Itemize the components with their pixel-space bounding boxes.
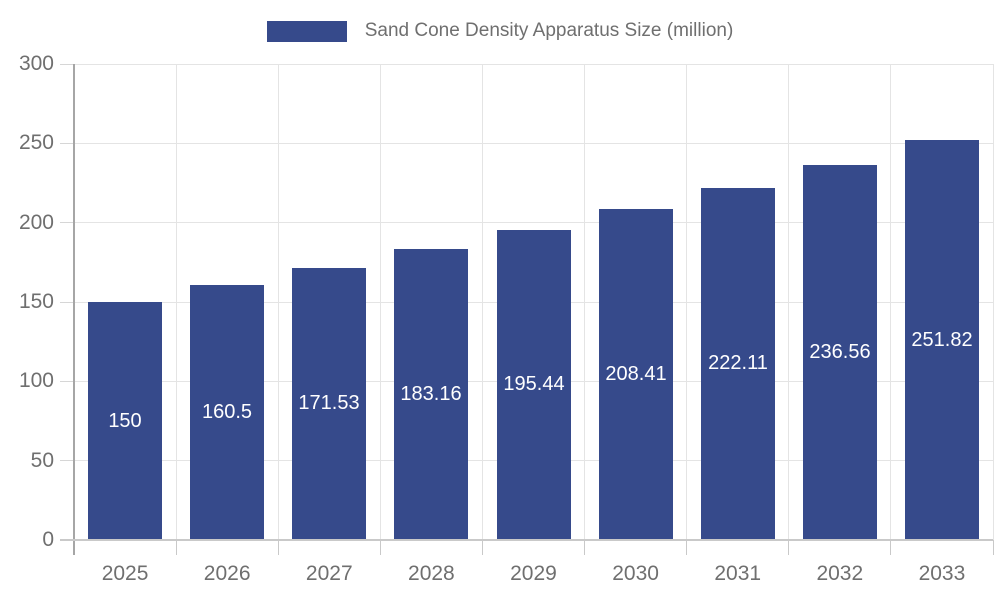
gridline-vertical bbox=[890, 64, 892, 540]
y-tick-label: 250 bbox=[18, 131, 54, 155]
bar[interactable]: 195.44 bbox=[497, 229, 571, 540]
bar-value-label: 251.82 bbox=[911, 328, 973, 351]
gridline-vertical bbox=[992, 64, 994, 540]
bar-value-label: 222.11 bbox=[708, 352, 768, 375]
gridline-vertical bbox=[584, 64, 586, 540]
bar-value-label: 150 bbox=[108, 409, 142, 432]
bar-value-label: 160.5 bbox=[201, 401, 253, 424]
gridline-vertical bbox=[175, 64, 177, 540]
x-tick-label: 2030 bbox=[612, 562, 659, 585]
bar[interactable]: 222.11 bbox=[701, 187, 775, 540]
y-tick-label: 300 bbox=[18, 52, 54, 75]
legend[interactable]: Sand Cone Density Apparatus Size (millio… bbox=[0, 20, 1000, 42]
x-tick-label: 2029 bbox=[510, 562, 557, 585]
y-tick-label: 150 bbox=[18, 290, 54, 313]
gridline-horizontal bbox=[74, 142, 993, 144]
y-tick-label: 50 bbox=[30, 448, 54, 472]
gridline-vertical bbox=[481, 64, 483, 540]
x-axis-tick bbox=[992, 540, 994, 555]
x-axis-tick bbox=[788, 540, 790, 555]
gridline-vertical bbox=[788, 64, 790, 540]
x-axis-tick bbox=[481, 540, 483, 555]
bar[interactable]: 236.56 bbox=[803, 164, 877, 540]
y-axis-tick bbox=[60, 380, 74, 382]
x-axis-line bbox=[60, 539, 993, 541]
gridline-horizontal bbox=[74, 63, 993, 65]
x-tick-label: 2032 bbox=[816, 562, 864, 585]
y-tick-label: 0 bbox=[42, 528, 54, 551]
y-axis-tick bbox=[60, 63, 74, 65]
y-tick-label: 200 bbox=[18, 210, 54, 234]
bar[interactable]: 251.82 bbox=[905, 140, 979, 540]
bar[interactable]: 171.53 bbox=[292, 267, 366, 540]
y-axis-tick bbox=[60, 460, 74, 462]
y-axis-tick bbox=[60, 222, 74, 224]
legend-swatch bbox=[266, 20, 347, 42]
x-axis-tick bbox=[584, 540, 586, 555]
bar-value-label: 236.56 bbox=[809, 340, 871, 363]
x-tick-label: 2027 bbox=[305, 562, 353, 585]
x-axis-tick bbox=[379, 540, 381, 555]
bar[interactable]: 150 bbox=[88, 302, 162, 540]
bar[interactable]: 160.5 bbox=[190, 285, 264, 540]
x-tick-label: 2028 bbox=[408, 562, 455, 585]
bar-value-label: 183.16 bbox=[400, 383, 462, 406]
y-axis-line bbox=[73, 64, 75, 555]
x-axis-tick bbox=[686, 540, 688, 555]
bar[interactable]: 208.41 bbox=[599, 209, 673, 540]
bar-value-label: 208.41 bbox=[605, 363, 667, 386]
x-axis-tick bbox=[175, 540, 177, 555]
y-axis-tick bbox=[60, 301, 74, 303]
y-tick-label: 100 bbox=[18, 369, 54, 393]
bar-value-label: 195.44 bbox=[503, 373, 565, 396]
bar-value-label: 171.53 bbox=[298, 392, 360, 415]
gridline-horizontal bbox=[74, 222, 993, 224]
x-tick-label: 2025 bbox=[101, 562, 149, 585]
x-axis-tick bbox=[277, 540, 279, 555]
x-tick-label: 2031 bbox=[714, 562, 762, 585]
gridline-vertical bbox=[379, 64, 381, 540]
gridline-vertical bbox=[277, 64, 279, 540]
legend-label: Sand Cone Density Apparatus Size (millio… bbox=[364, 20, 734, 41]
bar[interactable]: 183.16 bbox=[394, 249, 468, 540]
x-tick-label: 2033 bbox=[918, 562, 966, 585]
x-tick-label: 2026 bbox=[203, 562, 251, 585]
x-axis-tick bbox=[890, 540, 892, 555]
gridline-vertical bbox=[686, 64, 688, 540]
y-axis-tick bbox=[60, 142, 74, 144]
